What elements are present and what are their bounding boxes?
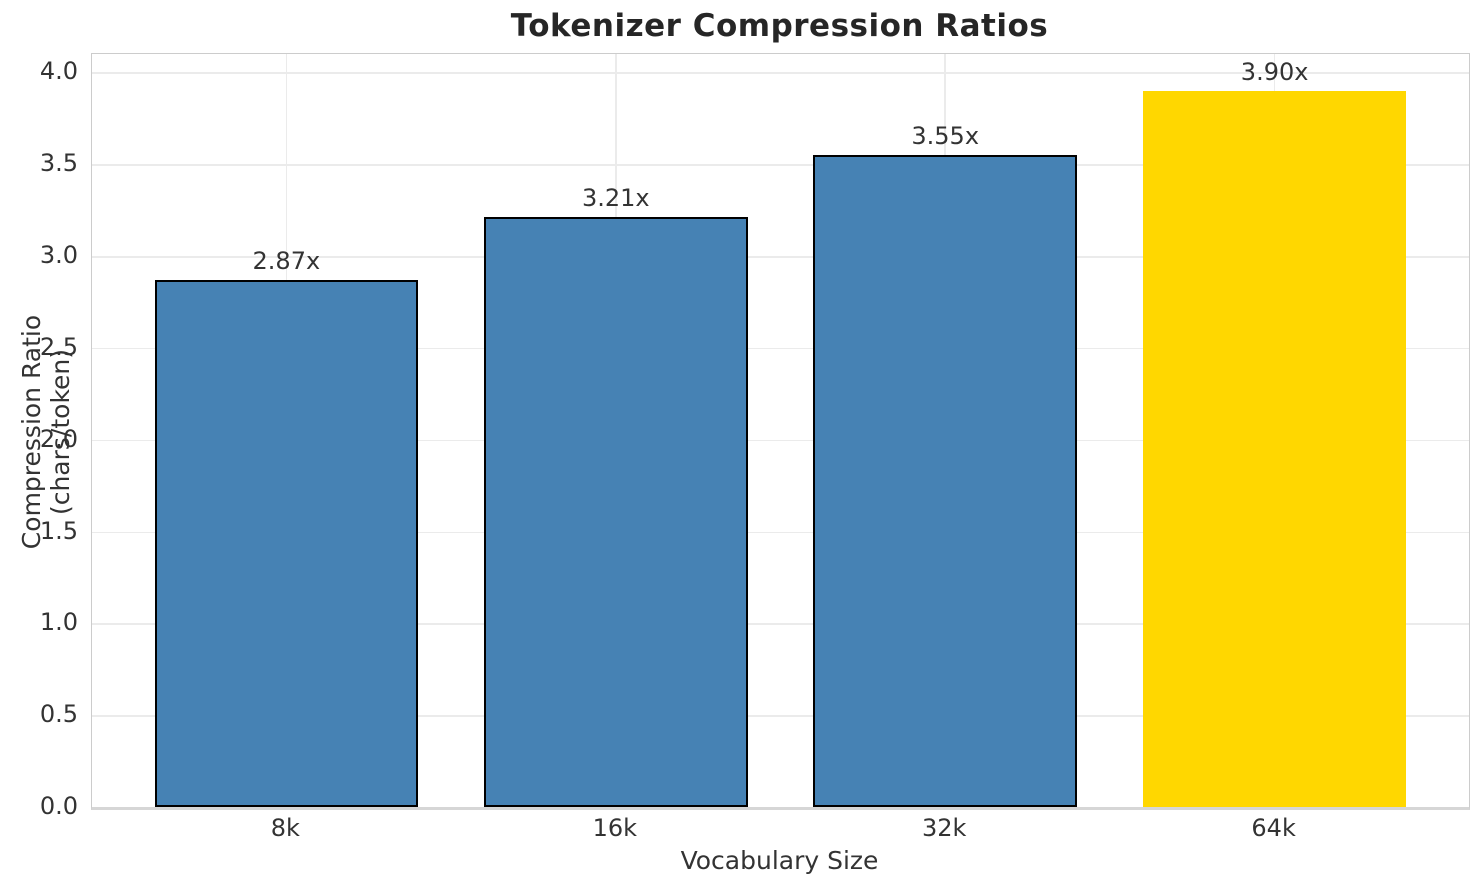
h-gridline — [92, 531, 1469, 533]
plot-area: 2.87x 3.21x 3.55x 3.90x — [91, 53, 1470, 810]
x-tick-label-8k: 8k — [270, 814, 300, 842]
h-gridline — [92, 347, 1469, 350]
x-tick-label-64k: 64k — [1251, 814, 1296, 842]
chart-title: Tokenizer Compression Ratios — [510, 8, 1049, 44]
y-tick-label: 1.0 — [39, 608, 78, 637]
y-tick-label: 4.0 — [39, 57, 78, 86]
bar-8k — [154, 279, 419, 807]
y-tick-label: 2.5 — [39, 332, 78, 361]
y-tick-label: 0.0 — [39, 792, 78, 820]
bar-32k — [813, 155, 1077, 807]
x-axis-label: Vocabulary Size — [680, 846, 879, 875]
y-tick-label: 2.0 — [39, 424, 78, 453]
bar-64k — [1142, 90, 1407, 807]
bar-value-label: 3.55x — [911, 122, 980, 150]
x-tick-label-32k: 32k — [921, 814, 967, 842]
bar-value-label: 2.87x — [252, 246, 321, 275]
y-tick-label: 3.5 — [39, 149, 78, 178]
y-tick-label: 0.5 — [39, 700, 78, 729]
bar-16k — [484, 217, 748, 807]
h-gridline — [92, 256, 1469, 258]
h-gridline — [92, 715, 1469, 717]
y-tick-label: 3.0 — [39, 241, 78, 270]
y-tick-label: 1.5 — [39, 516, 78, 545]
bar-value-label: 3.21x — [581, 184, 650, 213]
x-tick-label-16k: 16k — [592, 814, 637, 842]
h-gridline — [92, 439, 1469, 442]
h-gridline — [92, 164, 1469, 166]
h-gridline — [92, 72, 1469, 74]
bar-value-label: 3.90x — [1240, 57, 1309, 86]
h-gridline — [92, 623, 1469, 625]
